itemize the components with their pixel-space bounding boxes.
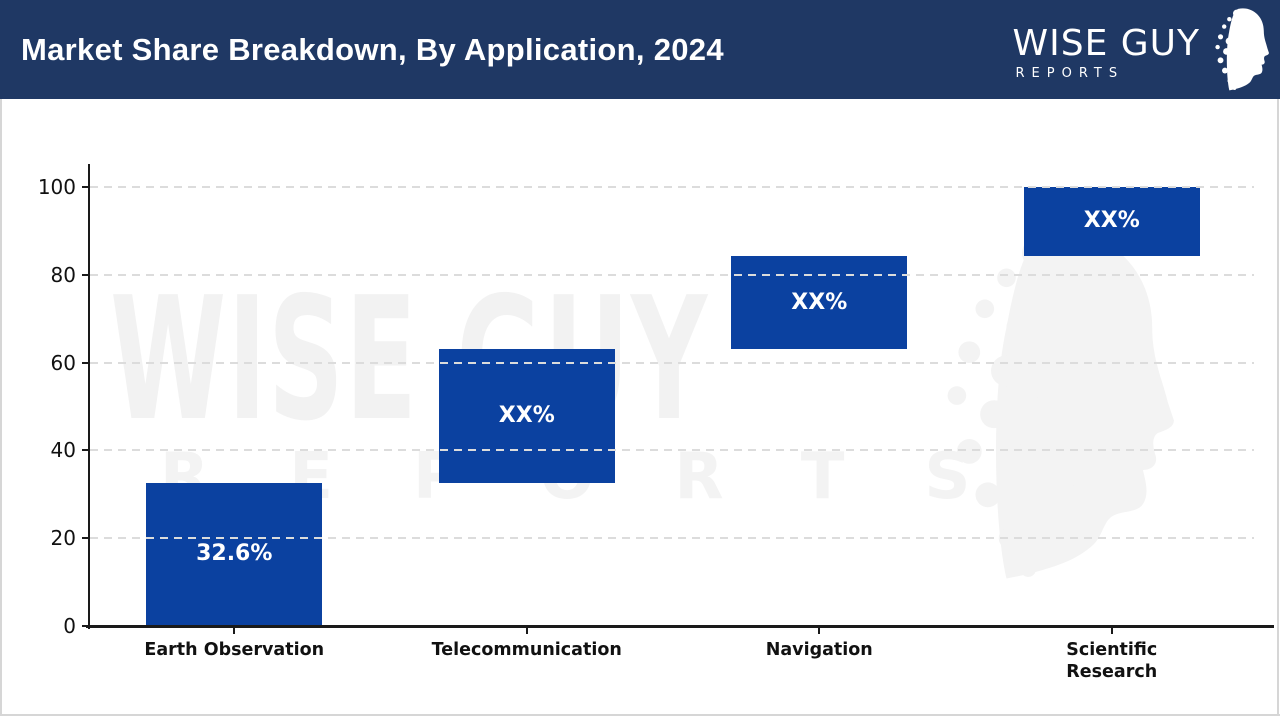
logo-sub-text: REPORTS [1015,65,1125,81]
x-tick [233,628,236,634]
logo-brand-text: WISE GUY [1012,22,1200,64]
y-axis-line [88,164,90,629]
header-bar: Market Share Breakdown, By Application, … [0,0,1280,99]
gridline [90,273,1254,276]
x-tick-label: Navigation [719,639,919,661]
x-tick-label: Scientific Research [1012,639,1212,683]
x-tick-label-line: Earth Observation [144,640,325,660]
y-tick-label: 0 [63,614,76,638]
x-tick-label-line: Scientific [1066,640,1158,660]
y-tick-label: 80 [50,262,76,287]
y-tick [82,537,89,540]
x-axis-line [86,625,1274,628]
brand-logo: WISE GUY REPORTS [1013,6,1271,94]
bar [146,482,323,626]
x-tick-label-line: Navigation [765,640,873,660]
page-title: Market Share Breakdown, By Application, … [21,31,724,67]
y-tick-label: 20 [50,526,76,551]
bar [1023,187,1200,256]
bar-value-label: 32.6% [196,541,273,567]
x-tick-label: Telecommunication [427,639,627,661]
page-border-bottom [0,714,1280,716]
bar [438,349,615,483]
x-tick [525,628,528,634]
x-tick [818,628,821,634]
y-tick [82,273,89,276]
bar-value-label: XX% [791,289,848,315]
x-tick-label-line: Research [1066,662,1158,682]
y-tick [82,361,89,364]
x-tick [1110,628,1113,634]
y-tick-label: 100 [37,175,76,199]
bar-value-label: XX% [498,403,555,429]
gridline [90,186,1254,188]
gridline [90,361,1254,364]
x-tick-label-line: Telecommunication [431,640,622,660]
bar-value-label: XX% [1083,208,1140,234]
y-tick-label: 40 [50,438,76,463]
page-border-left [0,99,2,716]
page-border-right [1277,99,1279,716]
y-tick [82,625,89,627]
bar [731,255,908,350]
y-tick [82,186,89,188]
x-tick-label: Earth Observation [134,639,334,661]
y-tick [82,449,89,452]
y-tick-label: 60 [50,350,76,375]
gridline [90,449,1254,452]
gridline [90,537,1254,540]
